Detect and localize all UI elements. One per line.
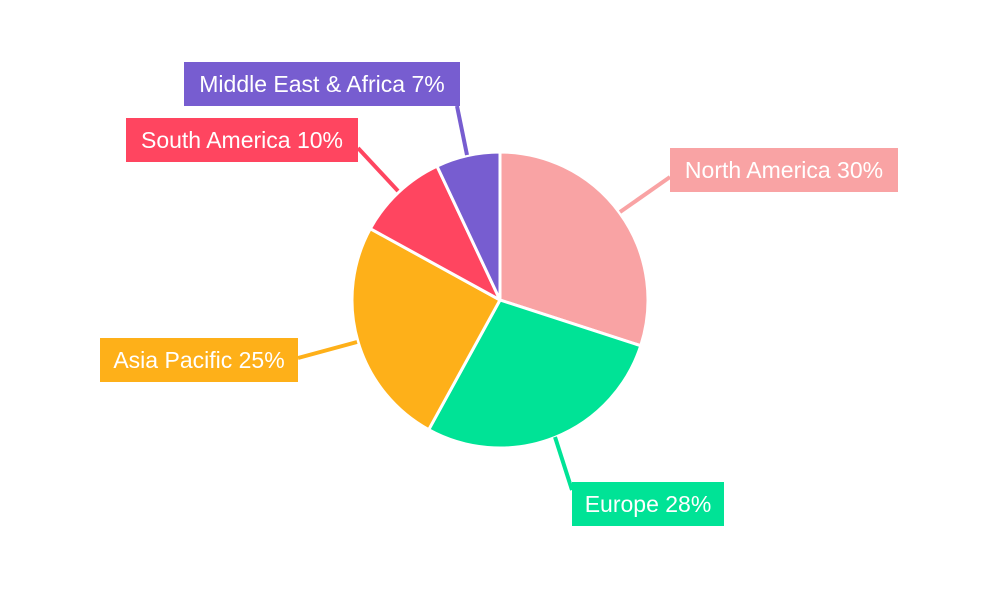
leader-line <box>455 105 469 156</box>
leader-line <box>356 146 400 193</box>
pie-slice[interactable] <box>368 164 502 302</box>
data-label-box <box>126 118 358 162</box>
pie-slice[interactable] <box>498 150 650 348</box>
data-label-box <box>670 148 898 192</box>
pie-slice[interactable] <box>435 150 502 302</box>
data-label: Asia Pacific 25% <box>113 347 284 373</box>
leader-line <box>618 175 672 214</box>
leader-line <box>297 340 358 360</box>
data-label: Europe 28% <box>585 491 712 517</box>
data-label-box <box>184 62 460 106</box>
data-label: Middle East & Africa 7% <box>199 71 444 97</box>
data-label-box <box>100 338 298 382</box>
leader-line <box>553 436 574 491</box>
data-label: South America 10% <box>141 127 343 153</box>
data-label-box <box>572 482 724 526</box>
pie-slice[interactable] <box>350 227 502 432</box>
data-label: North America 30% <box>685 157 883 183</box>
